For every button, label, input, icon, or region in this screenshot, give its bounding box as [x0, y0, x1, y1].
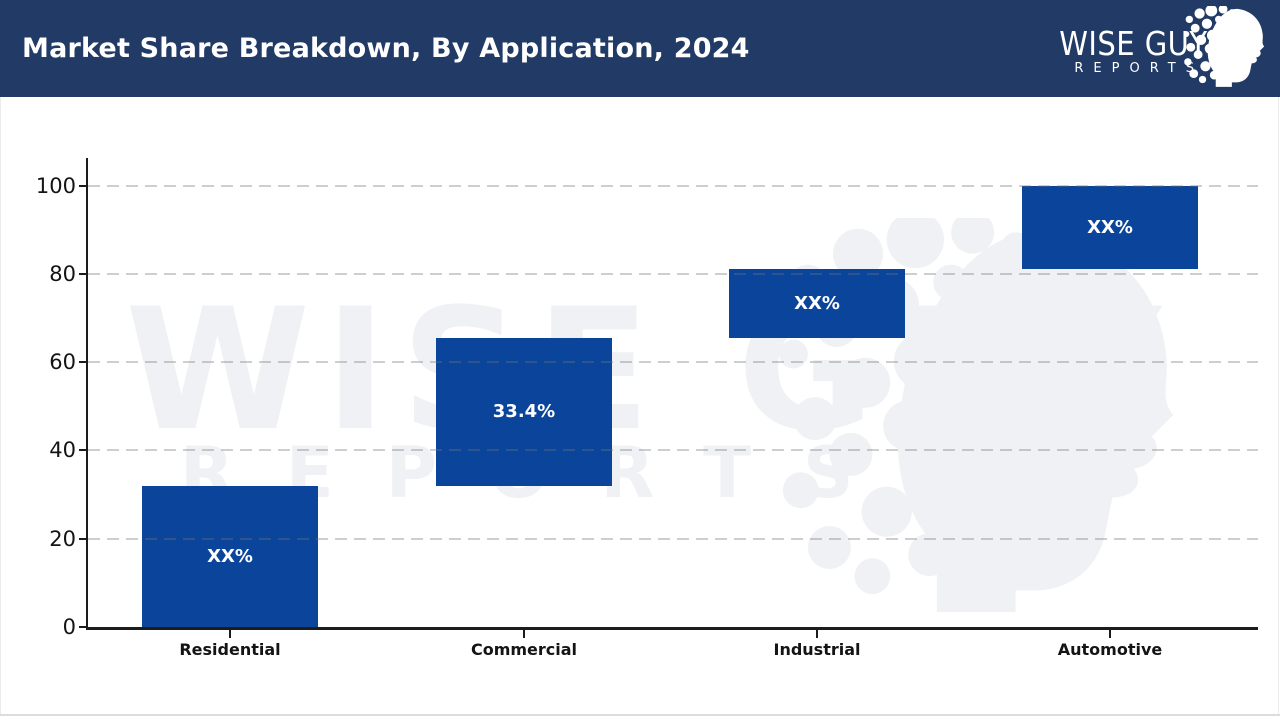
bar-commercial: 33.4%	[436, 338, 612, 486]
bar-residential: XX%	[142, 485, 318, 627]
gridline-40	[88, 449, 1258, 452]
y-axis-line	[86, 158, 88, 629]
x-tick-mark-commercial	[523, 630, 525, 638]
y-tick-label-20: 20	[49, 526, 76, 551]
bar-automotive: XX%	[1022, 185, 1198, 270]
y-tick-label-0: 0	[62, 615, 76, 639]
gridline-80	[88, 272, 1258, 275]
y-tick-label-100: 100	[35, 173, 76, 198]
gridline-20	[88, 537, 1258, 540]
bar-value-label: XX%	[207, 545, 253, 567]
bar-value-label: 33.4%	[492, 401, 556, 423]
bar-value-label: XX%	[794, 293, 840, 315]
figure-border-right	[1278, 97, 1279, 716]
brand-logo: WISE GUY REPORTS	[1000, 0, 1270, 97]
x-tick-mark-residential	[229, 630, 231, 638]
y-tick-mark-40	[79, 449, 87, 452]
gridline-60	[88, 361, 1258, 364]
y-tick-mark-80	[79, 272, 87, 275]
brand-logo-subname: REPORTS	[1074, 61, 1204, 76]
brand-logo-name: WISE GUY	[1059, 24, 1208, 63]
y-tick-label-60: 60	[49, 350, 76, 375]
y-tick-mark-100	[79, 184, 87, 187]
y-tick-label-40: 40	[49, 438, 76, 463]
x-category-label-automotive: Automotive	[1057, 640, 1163, 659]
bar-value-label: XX%	[1087, 216, 1133, 238]
x-axis-line	[86, 627, 1258, 630]
figure-border-bottom	[0, 714, 1280, 716]
y-tick-label-80: 80	[49, 261, 76, 286]
gridline-100	[88, 184, 1258, 187]
figure-border-left	[0, 97, 1, 716]
page-title: Market Share Breakdown, By Application, …	[22, 33, 750, 64]
bar-industrial: XX%	[729, 269, 905, 339]
header-bar: Market Share Breakdown, By Application, …	[0, 0, 1280, 97]
x-tick-mark-automotive	[1109, 630, 1111, 638]
x-category-label-commercial: Commercial	[470, 640, 578, 659]
x-category-label-residential: Residential	[179, 640, 281, 659]
y-tick-mark-0	[79, 626, 87, 628]
dotted-face-logo-icon	[1183, 6, 1265, 87]
x-category-label-industrial: Industrial	[773, 640, 861, 659]
x-tick-mark-industrial	[816, 630, 818, 638]
y-tick-mark-20	[79, 537, 87, 540]
y-tick-mark-60	[79, 361, 87, 364]
